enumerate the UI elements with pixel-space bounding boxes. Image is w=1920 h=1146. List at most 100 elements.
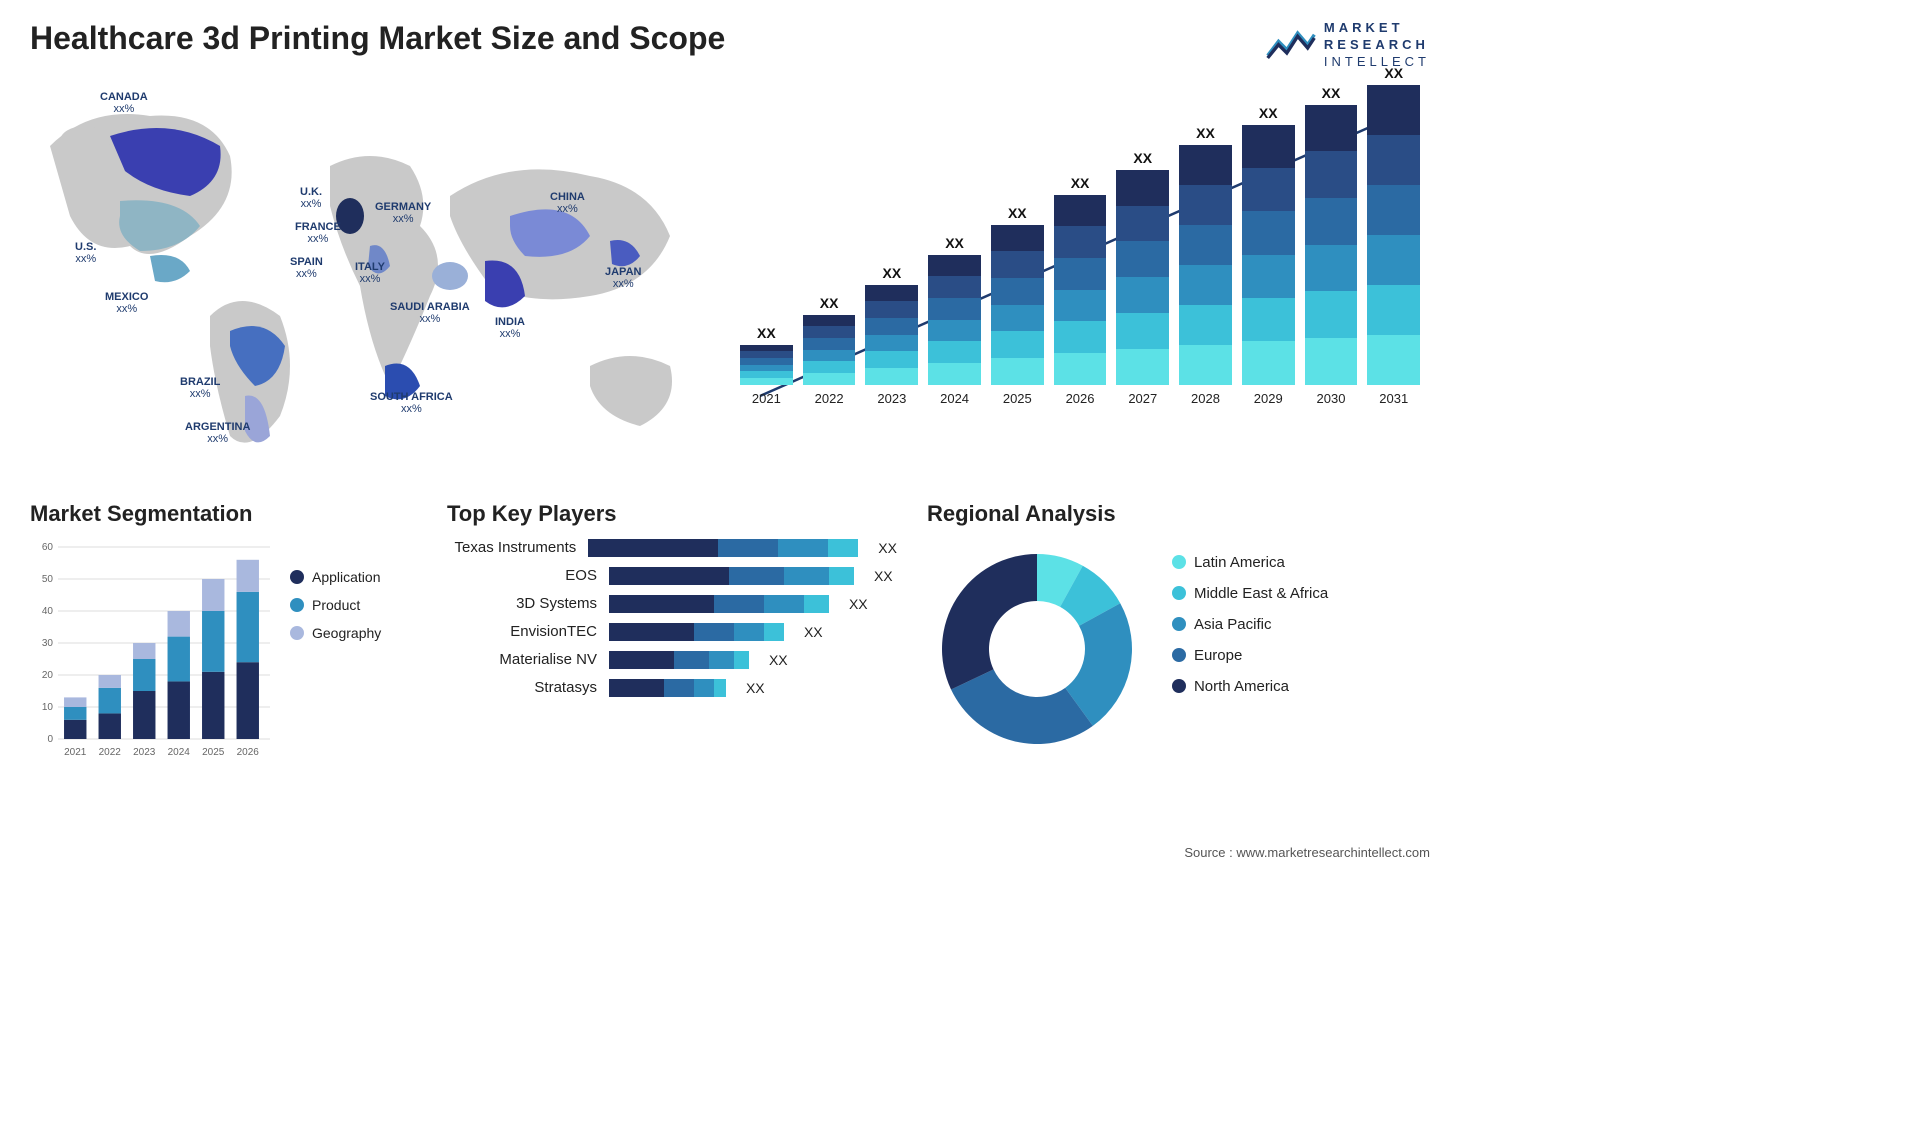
growth-year-label: 2025 xyxy=(1003,391,1032,406)
growth-value-label: XX xyxy=(1259,105,1278,121)
svg-text:2021: 2021 xyxy=(64,747,87,758)
svg-text:2025: 2025 xyxy=(202,747,225,758)
svg-text:2023: 2023 xyxy=(133,747,156,758)
logo-mark-icon xyxy=(1266,23,1316,68)
regional-panel: Regional Analysis Latin America Middle Ea… xyxy=(927,501,1430,759)
player-value: XX xyxy=(804,624,823,640)
player-row: EOSXX xyxy=(447,567,897,585)
player-name: EnvisionTEC xyxy=(447,623,597,640)
map-label-saudiarabia: SAUDI ARABIAxx% xyxy=(390,301,470,325)
svg-text:2026: 2026 xyxy=(237,747,260,758)
growth-year-label: 2031 xyxy=(1379,391,1408,406)
map-label-france: FRANCExx% xyxy=(295,221,341,245)
seg-legend-item: Product xyxy=(290,597,381,613)
growth-year-label: 2023 xyxy=(877,391,906,406)
player-row: 3D Systems XX xyxy=(447,595,897,613)
growth-col-2021: XX 2021 xyxy=(740,325,793,406)
map-label-argentina: ARGENTINAxx% xyxy=(185,421,250,445)
player-row: Materialise NVXX xyxy=(447,651,897,669)
svg-text:50: 50 xyxy=(42,574,54,585)
growth-year-label: 2021 xyxy=(752,391,781,406)
player-value: XX xyxy=(878,540,897,556)
map-label-mexico: MEXICOxx% xyxy=(105,291,148,315)
growth-value-label: XX xyxy=(882,265,901,281)
regional-donut xyxy=(927,539,1147,759)
player-bar xyxy=(609,679,726,697)
regional-title: Regional Analysis xyxy=(927,501,1430,527)
brand-logo: MARKET RESEARCH INTELLECT xyxy=(1266,20,1430,71)
growth-col-2031: XX2031 xyxy=(1367,65,1420,406)
region-legend-item: Asia Pacific xyxy=(1172,616,1328,633)
source-text: Source : www.marketresearchintellect.com xyxy=(1184,845,1430,860)
growth-col-2024: XX 2024 xyxy=(928,235,981,406)
player-bar xyxy=(609,651,749,669)
region-legend-item: Middle East & Africa xyxy=(1172,585,1328,602)
player-value: XX xyxy=(746,680,765,696)
svg-text:20: 20 xyxy=(42,670,54,681)
growth-year-label: 2030 xyxy=(1317,391,1346,406)
seg-legend-item: Geography xyxy=(290,625,381,641)
map-label-italy: ITALYxx% xyxy=(355,261,385,285)
seg-legend-item: Application xyxy=(290,569,381,585)
map-label-us: U.S.xx% xyxy=(75,241,96,265)
growth-col-2026: XX 2026 xyxy=(1054,175,1107,406)
svg-text:40: 40 xyxy=(42,606,54,617)
growth-col-2030: XX 2030 xyxy=(1305,85,1358,406)
growth-col-2022: XX 2022 xyxy=(803,295,856,406)
regional-legend: Latin America Middle East & Africa Asia Pa… xyxy=(1172,539,1328,759)
players-title: Top Key Players xyxy=(447,501,897,527)
player-name: 3D Systems xyxy=(447,595,597,612)
player-name: EOS xyxy=(447,567,597,584)
region-legend-item: North America xyxy=(1172,678,1328,695)
growth-col-2027: XX 2027 xyxy=(1116,150,1169,406)
map-label-india: INDIAxx% xyxy=(495,316,525,340)
growth-year-label: 2024 xyxy=(940,391,969,406)
map-label-canada: CANADAxx% xyxy=(100,91,148,115)
growth-value-label: XX xyxy=(757,325,776,341)
player-bar xyxy=(588,539,858,557)
map-label-china: CHINAxx% xyxy=(550,191,585,215)
player-bar xyxy=(609,595,829,613)
growth-year-label: 2028 xyxy=(1191,391,1220,406)
player-value: XX xyxy=(769,652,788,668)
growth-value-label: XX xyxy=(1008,205,1027,221)
logo-text-2: RESEARCH xyxy=(1324,37,1430,54)
logo-text-1: MARKET xyxy=(1324,20,1430,37)
segmentation-title: Market Segmentation xyxy=(30,501,417,527)
svg-text:10: 10 xyxy=(42,702,54,713)
growth-value-label: XX xyxy=(1071,175,1090,191)
map-label-uk: U.K.xx% xyxy=(300,186,322,210)
segmentation-chart: 0102030405060202120222023202420252026 xyxy=(30,539,270,759)
growth-chart: XX 2021 XX 2022 XX 2023 XX 2024 XX 2025 XX 2026 XX 20… xyxy=(740,86,1420,466)
svg-text:0: 0 xyxy=(47,734,53,745)
region-legend-item: Europe xyxy=(1172,647,1328,664)
segmentation-panel: Market Segmentation 01020304050602021202… xyxy=(30,501,417,759)
player-bar xyxy=(609,623,784,641)
map-label-germany: GERMANYxx% xyxy=(375,201,431,225)
growth-year-label: 2029 xyxy=(1254,391,1283,406)
players-panel: Top Key Players Texas InstrumentsXXEOSXX… xyxy=(447,501,897,759)
growth-value-label: XX xyxy=(945,235,964,251)
world-map: CANADAxx% U.S.xx% MEXICOxx% BRAZILxx% ARGENT… xyxy=(30,86,710,476)
growth-value-label: XX xyxy=(820,295,839,311)
player-value: XX xyxy=(849,596,868,612)
map-label-japan: JAPANxx% xyxy=(605,266,641,290)
growth-value-label: XX xyxy=(1322,85,1341,101)
growth-col-2023: XX 2023 xyxy=(865,265,918,406)
map-label-southafrica: SOUTH AFRICAxx% xyxy=(370,391,453,415)
region-legend-item: Latin America xyxy=(1172,554,1328,571)
growth-year-label: 2022 xyxy=(815,391,844,406)
map-label-brazil: BRAZILxx% xyxy=(180,376,220,400)
growth-col-2025: XX 2025 xyxy=(991,205,1044,406)
growth-col-2028: XX 2028 xyxy=(1179,125,1232,406)
growth-value-label: XX xyxy=(1196,125,1215,141)
player-name: Texas Instruments xyxy=(447,539,576,556)
growth-year-label: 2026 xyxy=(1066,391,1095,406)
growth-col-2029: XX 2029 xyxy=(1242,105,1295,406)
growth-year-label: 2027 xyxy=(1128,391,1157,406)
player-row: StratasysXX xyxy=(447,679,897,697)
map-label-spain: SPAINxx% xyxy=(290,256,323,280)
growth-value-label: XX xyxy=(1133,150,1152,166)
svg-text:2024: 2024 xyxy=(168,747,191,758)
svg-text:60: 60 xyxy=(42,542,54,553)
